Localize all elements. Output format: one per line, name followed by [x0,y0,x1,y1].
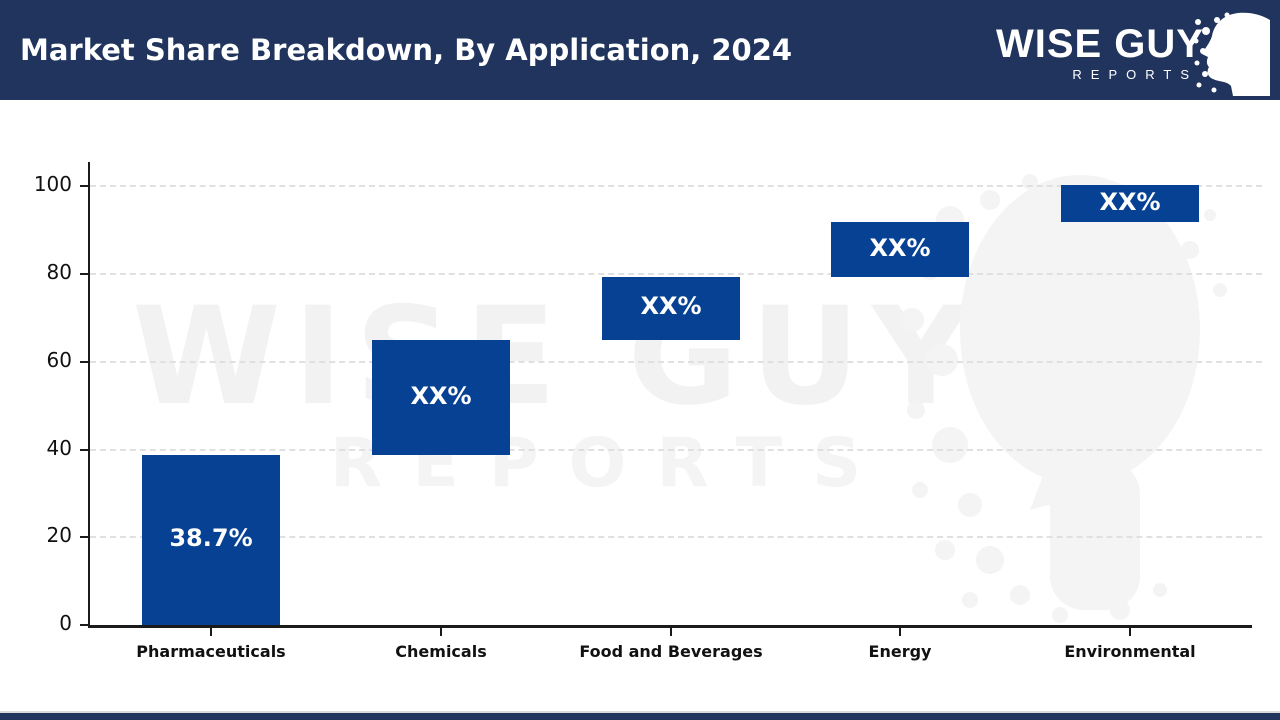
x-tick-label: Energy [868,642,932,661]
x-tick-label: Pharmaceuticals [136,642,286,661]
x-tick-mark [440,627,442,636]
logo-wordmark: WISE GUY [995,22,1204,66]
gridline [90,448,1262,451]
gridline [90,273,1262,275]
x-tick-label: Environmental [1064,642,1196,661]
footer-bar [0,713,1280,720]
x-tick-label: Food and Beverages [579,642,763,661]
x-axis-line [88,625,1252,628]
x-tick-mark [899,627,901,636]
y-tick-label: 0 [59,611,72,635]
y-tick-label: 100 [33,172,72,197]
y-tick-label: 80 [46,260,72,284]
y-tick-label: 60 [46,347,72,372]
gridline [90,185,1262,188]
footer-divider [0,711,1280,713]
watermark-face-icon [900,174,1227,623]
waterfall-bar [602,277,740,340]
y-tick-label: 40 [46,435,72,460]
y-tick-mark [80,360,88,363]
x-tick-label: Chemicals [395,642,487,661]
waterfall-bar [1061,184,1199,223]
waterfall-bar [142,455,280,625]
y-tick-mark [80,185,88,188]
logo-head-profile-icon [1193,12,1270,96]
y-tick-mark [80,273,88,275]
header: Market Share Breakdown, By Application, … [0,0,1280,100]
y-tick-mark [80,448,88,451]
y-axis-spine [88,162,90,627]
gridline [90,536,1262,539]
y-tick-mark [80,624,88,626]
gridline [90,360,1262,363]
y-tick-label: 20 [46,523,72,548]
y-tick-mark [80,536,88,539]
wise-guy-logo: WISE GUY REPORTS [996,6,1270,96]
bar-value-label: XX% [640,292,702,321]
watermark-wordmark: WISE GUY [132,278,982,435]
x-tick-mark [210,627,212,636]
x-tick-mark [1129,627,1131,636]
bar-value-label: 38.7% [169,524,253,553]
waterfall-bar [831,222,969,278]
page-title: Market Share Breakdown, By Application, … [20,33,793,67]
bar-value-label: XX% [1099,187,1161,216]
logo-subtext: REPORTS [1072,67,1198,82]
bar-value-label: XX% [869,233,931,262]
waterfall-bar [372,339,510,456]
waterfall-chart: 0 20 40 60 80 100 38.7% Pharmaceuticals XX% Chemi… [0,100,1280,720]
x-tick-mark [670,627,672,636]
bar-value-label: XX% [410,381,472,410]
